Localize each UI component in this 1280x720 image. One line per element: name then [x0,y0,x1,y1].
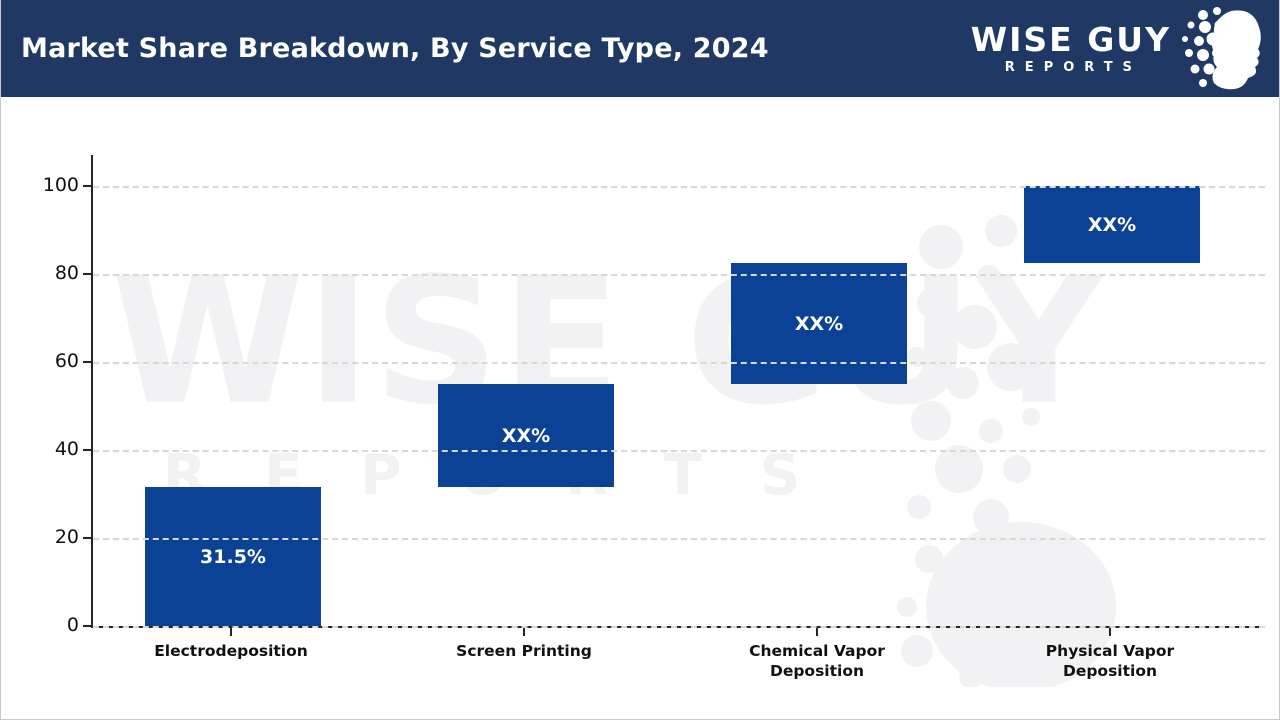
logo-text: WISE GUY REPORTS [971,23,1171,74]
bar-value-label: 31.5% [200,545,266,568]
y-tick-label: 60 [54,350,79,372]
bar-physical-vapor-deposition: XX% [1024,186,1200,263]
bar-electrodeposition: 31.5% [145,487,321,626]
x-tick-mark [230,628,232,636]
logo-subtitle: REPORTS [1004,60,1142,75]
page-title: Market Share Breakdown, By Service Type,… [21,33,769,64]
y-gridline [93,450,1265,452]
y-tick-mark [83,273,91,275]
category-label: Screen Printing [456,642,592,660]
category-label: Electrodeposition [154,642,308,660]
category-label: Physical Vapor Deposition [1045,642,1175,681]
bar-screen-printing: XX% [438,384,614,488]
y-tick-label: 0 [66,614,79,636]
y-tick-label: 40 [54,438,79,460]
y-gridline [93,274,1265,276]
bar-value-label: XX% [1087,213,1137,236]
y-tick-mark [83,449,91,451]
y-gridline [93,186,1265,188]
y-tick-mark [83,361,91,363]
logo-wordmark: WISE GUY [970,20,1171,59]
header: Market Share Breakdown, By Service Type,… [1,0,1279,97]
y-gridline [93,538,1265,540]
y-tick-label: 20 [54,526,79,548]
y-tick-mark [83,537,91,539]
bar-chemical-vapor-deposition: XX% [731,263,907,384]
wiseguy-logo: WISE GUY REPORTS [971,5,1265,93]
category-label: Chemical Vapor Deposition [749,642,885,681]
y-tick-label: 80 [54,262,79,284]
y-tick-mark [83,185,91,187]
y-gridline [93,362,1265,364]
logo-face-icon [1182,6,1261,89]
x-tick-mark [1109,628,1111,636]
x-tick-mark [523,628,525,636]
x-tick-mark [816,628,818,636]
y-gridline [93,626,1265,628]
bar-value-label: XX% [794,312,844,335]
bar-value-label: XX% [501,424,551,447]
y-tick-label: 100 [42,174,79,196]
y-tick-mark [83,625,91,627]
plot-area: 31.5% XX% XX% XX% [91,155,1265,628]
